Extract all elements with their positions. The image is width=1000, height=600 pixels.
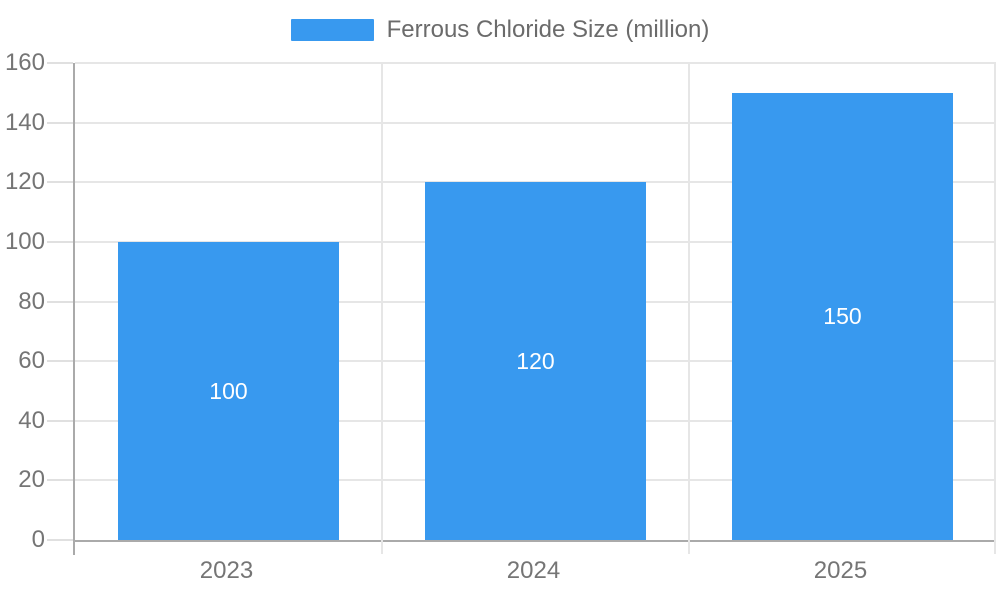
legend-label[interactable]: Ferrous Chloride Size (million) — [386, 16, 710, 43]
legend[interactable]: Ferrous Chloride Size (million) — [0, 17, 1000, 43]
y-axis-tick-60 — [47, 360, 73, 363]
x-axis-label-2025: 2025 — [813, 557, 868, 584]
gridline-x-3 — [994, 63, 996, 554]
bar-value-label: 120 — [516, 348, 555, 375]
y-axis-tick-40 — [47, 419, 73, 422]
y-axis-label-80: 80 — [18, 287, 45, 315]
x-axis-label-2024: 2024 — [506, 557, 561, 584]
y-axis-line-extension — [73, 540, 75, 555]
gridline-x-1 — [381, 63, 383, 554]
gridline-y-140 — [75, 121, 996, 124]
bar-2025[interactable]: 150 — [731, 92, 953, 540]
y-axis-tick-160 — [47, 62, 73, 64]
bar-2024[interactable]: 120 — [424, 182, 646, 540]
gridline-y-160 — [75, 62, 996, 64]
bar-value-label: 150 — [823, 303, 862, 330]
x-axis-label-2023: 2023 — [199, 557, 254, 584]
bar-value-label: 100 — [209, 377, 248, 404]
bar-2023[interactable]: 100 — [117, 241, 339, 540]
y-axis-label-160: 160 — [4, 49, 45, 76]
plot-area: 100 120 150 — [73, 62, 996, 555]
y-axis-tick-0 — [47, 539, 73, 541]
y-axis-tick-120 — [47, 181, 73, 184]
y-axis-tick-100 — [47, 240, 73, 243]
y-axis-label-120: 120 — [4, 168, 45, 196]
y-axis-tick-20 — [47, 479, 73, 482]
y-axis-label-40: 40 — [18, 406, 45, 434]
y-axis-label-0: 0 — [31, 526, 45, 553]
y-axis-label-100: 100 — [4, 227, 45, 255]
legend-swatch[interactable] — [290, 19, 374, 41]
y-axis-tick-140 — [47, 121, 73, 124]
y-axis-tick-80 — [47, 300, 73, 303]
y-axis-label-140: 140 — [4, 108, 45, 136]
gridline-x-2 — [688, 63, 690, 554]
y-axis-label-20: 20 — [18, 466, 45, 494]
y-axis-label-60: 60 — [18, 347, 45, 375]
